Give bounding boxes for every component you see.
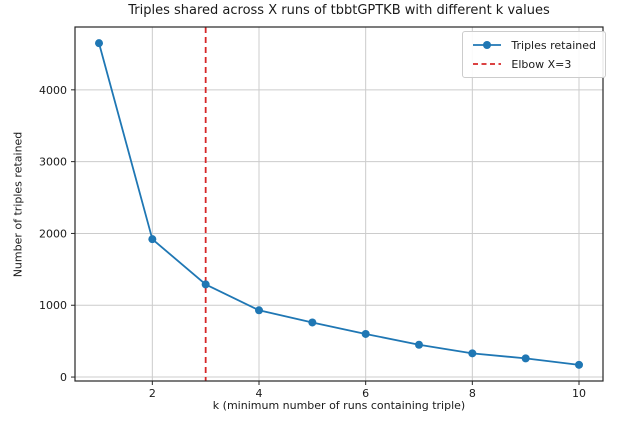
y-tick-label: 0 — [60, 371, 67, 384]
data-point-marker — [148, 235, 157, 244]
chart-title: Triples shared across X runs of tbbtGPTK… — [128, 3, 550, 18]
data-point-marker — [95, 39, 103, 48]
legend-line-marker-sample — [473, 41, 502, 49]
y-tick-label: 1000 — [39, 299, 67, 312]
legend-label-elbow: Elbow X=3 — [511, 57, 572, 71]
x-tick-label: 2 — [149, 387, 156, 400]
data-point-marker — [468, 349, 477, 358]
y-axis-label: Number of triples retained — [11, 131, 25, 278]
y-tick-label: 4000 — [39, 84, 67, 97]
series-line — [98, 42, 580, 366]
x-tick-label: 6 — [362, 387, 369, 400]
data-point-marker — [308, 318, 317, 327]
legend: Triples retained Elbow X=3 — [462, 31, 606, 78]
legend-marker-icon — [483, 41, 492, 49]
legend-item-triples-retained: Triples retained — [471, 37, 596, 53]
x-tick-label: 4 — [256, 387, 263, 400]
x-tick-label: 10 — [572, 387, 586, 400]
legend-dashed-line-sample — [473, 63, 502, 65]
y-tick-label: 2000 — [39, 227, 67, 240]
legend-item-elbow: Elbow X=3 — [471, 56, 596, 72]
y-tick-label: 3000 — [39, 156, 67, 169]
data-point-marker — [255, 306, 263, 315]
x-tick-label: 8 — [469, 387, 476, 400]
data-point-marker — [415, 340, 423, 349]
data-point-marker — [361, 329, 370, 338]
data-point-marker — [575, 360, 583, 369]
x-axis-label: k (minimum number of runs containing tri… — [212, 399, 466, 412]
data-point-marker — [201, 280, 210, 289]
legend-label-triples-retained: Triples retained — [511, 38, 596, 52]
data-point-marker — [521, 354, 530, 363]
axes-spines — [74, 26, 604, 382]
